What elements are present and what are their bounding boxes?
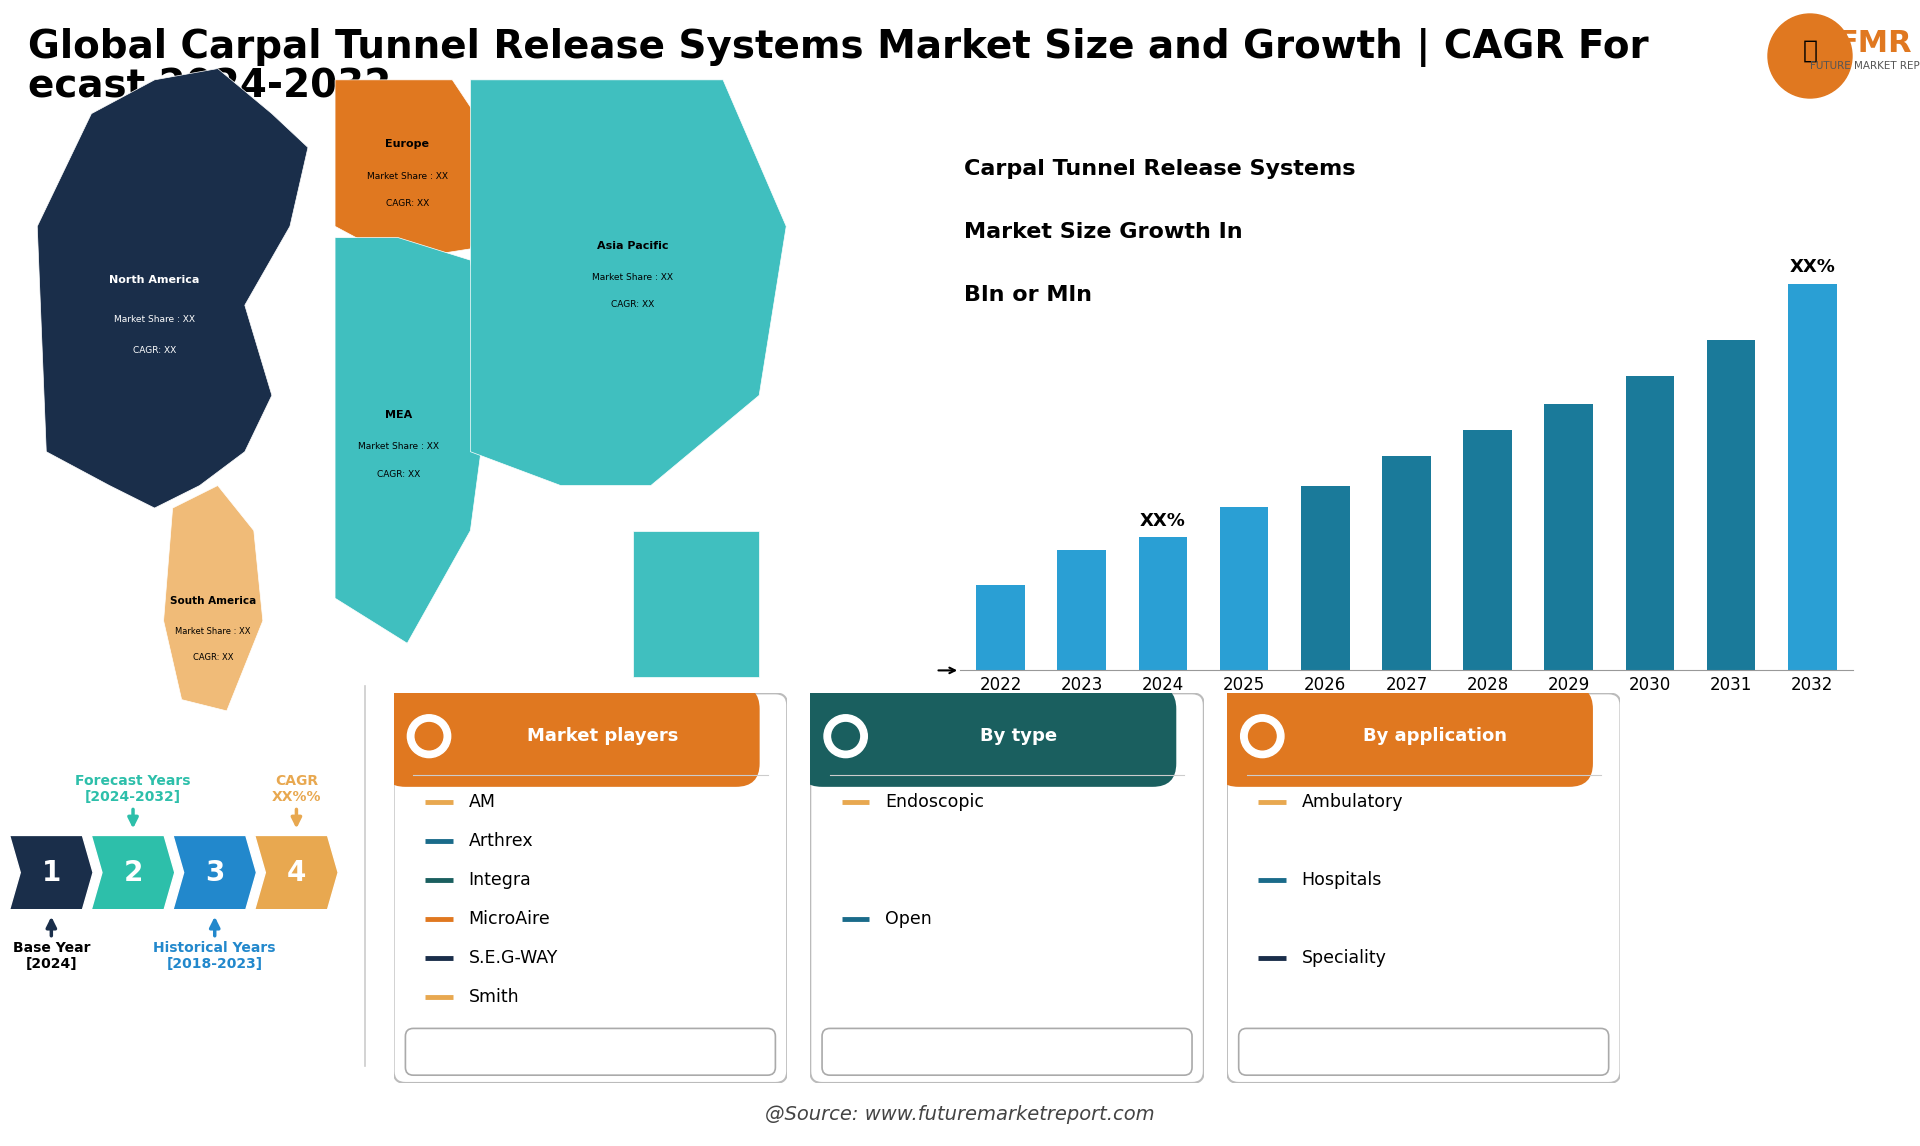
Bar — [1626, 376, 1674, 670]
Text: 2: 2 — [123, 858, 142, 887]
Text: CAGR: XX: CAGR: XX — [194, 653, 234, 662]
Bar — [1463, 430, 1511, 670]
Text: CAGR: XX: CAGR: XX — [376, 470, 420, 479]
Text: South America: South America — [171, 596, 257, 606]
Polygon shape — [10, 835, 92, 910]
Text: MEA: MEA — [384, 410, 411, 419]
Polygon shape — [334, 80, 497, 260]
Text: By application: By application — [1363, 728, 1507, 745]
Text: MicroAire: MicroAire — [468, 910, 551, 928]
Circle shape — [1240, 715, 1284, 758]
Circle shape — [831, 722, 860, 749]
Text: FMR: FMR — [1837, 30, 1912, 58]
Bar — [1382, 456, 1430, 670]
Text: Base Year
[2024]: Base Year [2024] — [13, 941, 90, 971]
Polygon shape — [255, 835, 338, 910]
Text: Carpal Tunnel Release Systems: Carpal Tunnel Release Systems — [964, 159, 1356, 180]
Text: Market Share : XX: Market Share : XX — [593, 274, 674, 282]
Text: Europe: Europe — [386, 140, 430, 149]
Polygon shape — [36, 69, 307, 508]
Text: Global Carpal Tunnel Release Systems Market Size and Growth | CAGR For: Global Carpal Tunnel Release Systems Mar… — [29, 28, 1649, 66]
Text: CAGR: XX: CAGR: XX — [386, 199, 428, 209]
Text: Market Share : XX: Market Share : XX — [357, 442, 438, 452]
Bar — [1707, 340, 1755, 670]
Text: Bln or Mln: Bln or Mln — [964, 284, 1092, 305]
Text: North America: North America — [109, 275, 200, 284]
Text: CAGR: XX: CAGR: XX — [611, 300, 655, 309]
FancyBboxPatch shape — [394, 693, 787, 1083]
Text: AM: AM — [468, 793, 495, 811]
Bar — [1219, 508, 1269, 670]
Circle shape — [1768, 14, 1853, 99]
Text: Forecast Years
[2024-2032]: Forecast Years [2024-2032] — [75, 775, 190, 804]
Text: Hospitals: Hospitals — [1302, 871, 1382, 889]
Text: 4: 4 — [286, 858, 305, 887]
Polygon shape — [173, 835, 257, 910]
Text: Integra: Integra — [468, 871, 532, 889]
Polygon shape — [163, 486, 263, 711]
Text: 1: 1 — [42, 858, 61, 887]
Polygon shape — [334, 237, 488, 643]
Text: Smith: Smith — [468, 988, 518, 1006]
Text: FUTURE MARKET REPORT: FUTURE MARKET REPORT — [1811, 61, 1920, 71]
Text: Historical Years
[2018-2023]: Historical Years [2018-2023] — [154, 941, 276, 971]
FancyBboxPatch shape — [810, 693, 1204, 1083]
Text: ecast 2024-2032: ecast 2024-2032 — [29, 68, 392, 105]
FancyBboxPatch shape — [382, 685, 760, 787]
Bar — [1058, 550, 1106, 670]
Bar — [1302, 486, 1350, 670]
Text: Market Share : XX: Market Share : XX — [175, 627, 252, 636]
FancyBboxPatch shape — [799, 685, 1177, 787]
Text: S.E.G-WAY: S.E.G-WAY — [468, 949, 557, 967]
Circle shape — [1248, 722, 1277, 749]
Bar — [1788, 284, 1837, 670]
Text: 3: 3 — [205, 858, 225, 887]
Text: CAGR
XX%%: CAGR XX%% — [271, 775, 321, 804]
Text: Endoscopic: Endoscopic — [885, 793, 985, 811]
Polygon shape — [634, 531, 758, 677]
Text: @Source: www.futuremarketreport.com: @Source: www.futuremarketreport.com — [766, 1105, 1154, 1124]
FancyBboxPatch shape — [1215, 685, 1594, 787]
FancyBboxPatch shape — [1227, 693, 1620, 1083]
Text: XX%: XX% — [1140, 511, 1187, 529]
Polygon shape — [470, 80, 787, 486]
Circle shape — [824, 715, 868, 758]
Text: XX%: XX% — [1789, 259, 1836, 276]
Text: 🏃: 🏃 — [1803, 39, 1818, 63]
Text: Arthrex: Arthrex — [468, 832, 534, 850]
Text: Speciality: Speciality — [1302, 949, 1386, 967]
Text: Open: Open — [885, 910, 931, 928]
Text: Ambulatory: Ambulatory — [1302, 793, 1404, 811]
Circle shape — [415, 722, 444, 749]
Polygon shape — [92, 835, 175, 910]
Text: By type: By type — [981, 728, 1058, 745]
Bar — [1139, 537, 1187, 670]
Bar — [975, 584, 1025, 670]
Bar — [1544, 405, 1594, 670]
Text: Market players: Market players — [526, 728, 678, 745]
Text: Market Share : XX: Market Share : XX — [113, 315, 196, 324]
Text: Asia Pacific: Asia Pacific — [597, 241, 668, 251]
Circle shape — [407, 715, 451, 758]
Text: Market Share : XX: Market Share : XX — [367, 172, 447, 181]
Text: CAGR: XX: CAGR: XX — [132, 346, 177, 354]
Text: Market Size Growth In: Market Size Growth In — [964, 222, 1242, 242]
